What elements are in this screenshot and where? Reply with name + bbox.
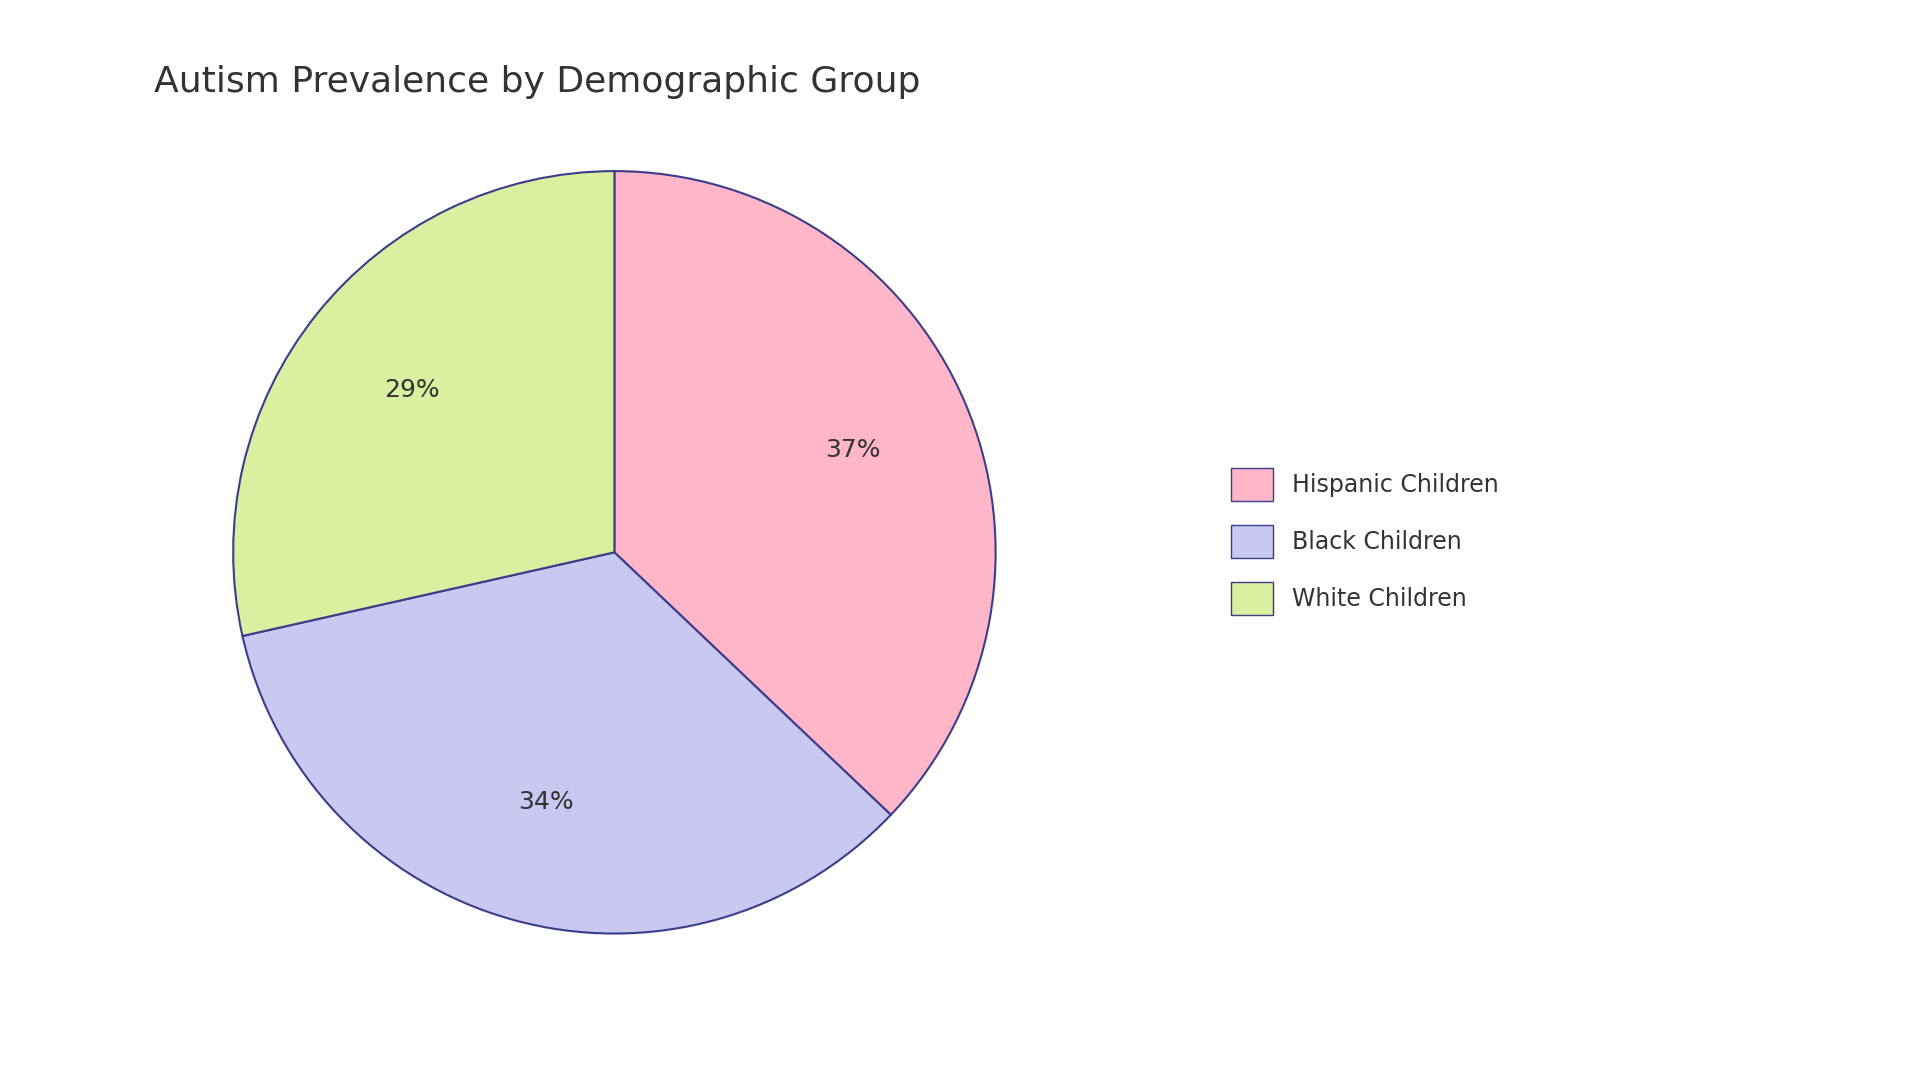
Wedge shape xyxy=(232,171,614,636)
Wedge shape xyxy=(614,171,996,814)
Text: 37%: 37% xyxy=(826,438,881,462)
Text: Autism Prevalence by Demographic Group: Autism Prevalence by Demographic Group xyxy=(154,65,920,99)
Text: 34%: 34% xyxy=(518,791,574,814)
Wedge shape xyxy=(242,552,891,934)
Text: 29%: 29% xyxy=(384,378,440,403)
Legend: Hispanic Children, Black Children, White Children: Hispanic Children, Black Children, White… xyxy=(1221,458,1509,625)
